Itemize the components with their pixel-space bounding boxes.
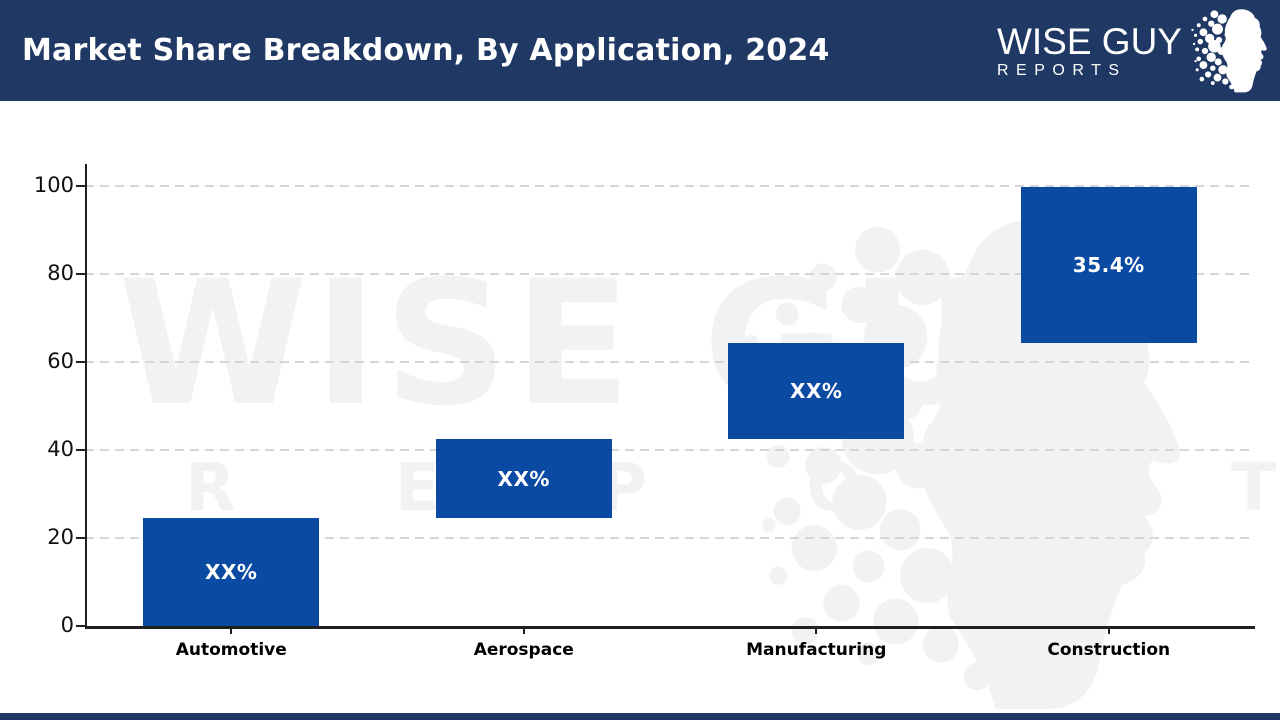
bar-label: XX% <box>205 560 258 585</box>
gridline-80 <box>85 273 1255 275</box>
y-tick-label: 0 <box>60 613 74 637</box>
logo-face-icon <box>1191 8 1267 92</box>
bar-label: XX% <box>790 379 843 404</box>
y-tick-label: 100 <box>33 173 74 197</box>
y-axis-line <box>85 164 87 629</box>
gridline-60 <box>85 361 1255 363</box>
x-tick-mark-aerospace <box>522 629 525 634</box>
y-tick-mark-80 <box>76 273 85 275</box>
y-tick-mark-20 <box>76 537 85 539</box>
wise-guy-logo: WISE GUY REPORTS <box>997 0 1280 101</box>
page-title: Market Share Breakdown, By Application, … <box>22 33 830 68</box>
bar-construction: 35.4% <box>1020 187 1197 344</box>
bar-manufacturing: XX% <box>728 343 905 440</box>
x-tick-mark-manufacturing <box>815 629 818 634</box>
x-axis-label-construction: Construction <box>1047 640 1171 660</box>
logo-wordmark: WISE GUY <box>996 20 1182 62</box>
x-axis-label-manufacturing: Manufacturing <box>746 640 887 660</box>
y-tick-mark-0 <box>76 625 85 627</box>
plot-canvas: 0 20 40 60 80 100 XX% XX% XX% 35.4% Automotive Aero… <box>34 101 1255 713</box>
y-tick-mark-60 <box>76 361 85 363</box>
bar-label: 35.4% <box>1072 253 1145 278</box>
logo-text: WISE GUY REPORTS <box>997 23 1182 79</box>
logo-subtitle: REPORTS <box>996 61 1127 79</box>
x-axis-line <box>85 626 1255 629</box>
y-tick-mark-100 <box>76 185 85 187</box>
y-tick-label: 20 <box>47 525 74 549</box>
x-tick-mark-construction <box>1107 629 1110 634</box>
header-bar: Market Share Breakdown, By Application, … <box>0 0 1280 101</box>
x-axis-label-automotive: Automotive <box>175 640 287 660</box>
x-tick-mark-automotive <box>230 629 233 634</box>
y-tick-label: 80 <box>47 261 74 285</box>
gridline-100 <box>85 185 1255 187</box>
gridline-20 <box>85 537 1255 539</box>
footer-bar <box>0 713 1280 720</box>
y-tick-label: 60 <box>47 349 74 373</box>
chart-area: WISE GUY R E P O R T S 020406080100XX%XX… <box>0 101 1280 713</box>
bar-label: XX% <box>497 466 550 491</box>
bar-automotive: XX% <box>143 518 320 626</box>
gridline-40 <box>85 449 1255 451</box>
bar-aerospace: XX% <box>435 439 612 519</box>
x-axis-label-aerospace: Aerospace <box>473 640 574 660</box>
y-tick-label: 40 <box>47 437 74 461</box>
y-tick-mark-40 <box>76 449 85 451</box>
